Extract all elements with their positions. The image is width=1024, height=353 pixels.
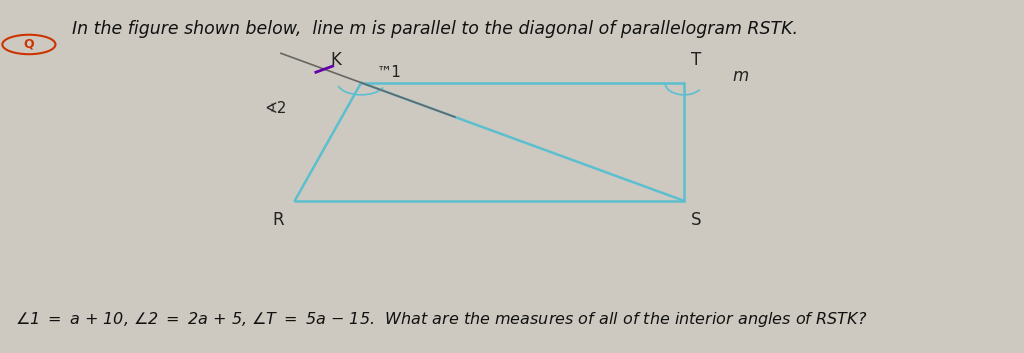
Text: $\angle$1 $=$ $a$ $+$ 10, $\angle$2 $=$ 2$a$ $+$ 5, $\angle$T $=$ 5$a$ $-$ 15.  : $\angle$1 $=$ $a$ $+$ 10, $\angle$2 $=$ … bbox=[14, 310, 867, 329]
Text: m: m bbox=[733, 67, 750, 85]
Text: Q: Q bbox=[24, 38, 34, 51]
Text: R: R bbox=[272, 211, 285, 229]
Text: S: S bbox=[691, 211, 701, 229]
Text: K: K bbox=[330, 51, 341, 69]
Text: ∢2: ∢2 bbox=[264, 101, 287, 116]
Text: T: T bbox=[691, 51, 701, 69]
Text: ™1: ™1 bbox=[377, 65, 402, 80]
Text: In the figure shown below,  line m is parallel to the diagonal of parallelogram : In the figure shown below, line m is par… bbox=[72, 20, 798, 38]
